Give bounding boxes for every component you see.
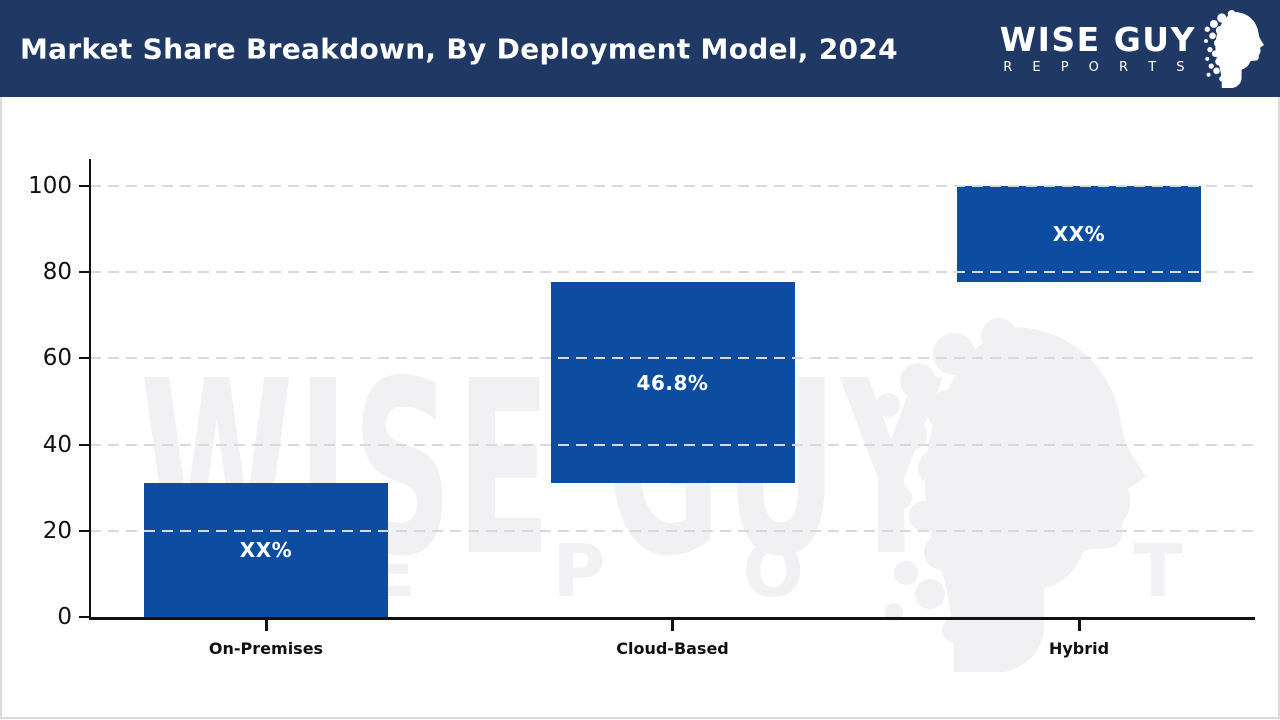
y-tick-40 (79, 443, 90, 446)
y-tick-label-0: 0 (57, 604, 72, 630)
y-tick-label-80: 80 (42, 259, 72, 286)
page-title: Market Share Breakdown, By Deployment Mo… (20, 32, 898, 65)
x-category-label-cloud-based: Cloud-Based (616, 639, 729, 658)
bar-hybrid: XX% (957, 186, 1201, 282)
y-tick-0 (79, 616, 90, 618)
x-tick-cloud-based (671, 620, 674, 631)
y-tick-80 (79, 271, 90, 274)
brand-face-icon (1203, 10, 1265, 88)
brand-text: WISE GUY R E P O R T S (1000, 23, 1196, 75)
brand-name: WISE GUY (999, 20, 1196, 59)
y-axis-line (89, 159, 91, 619)
bar-cloud-based: 46.8% (550, 281, 795, 484)
gridline-80 (90, 271, 1255, 274)
x-category-label-hybrid: Hybrid (1048, 639, 1110, 658)
plot-area: XX% 46.8% XX% 0 20 40 60 80 100 On-Premises Cloud-… (2, 97, 1278, 717)
x-category-label-on-premises: On-Premises (208, 639, 324, 658)
y-tick-60 (79, 357, 90, 360)
gridline-100 (90, 185, 1255, 187)
y-tick-label-100: 100 (28, 173, 72, 199)
header-band: Market Share Breakdown, By Deployment Mo… (0, 0, 1280, 97)
x-axis-line (89, 617, 1255, 620)
gridline-60 (90, 357, 1255, 360)
x-tick-hybrid (1077, 620, 1081, 631)
y-tick-label-40: 40 (42, 431, 72, 458)
gridline-20 (90, 529, 1255, 532)
bar-value-label: 46.8% (636, 370, 709, 395)
chart-area: WISE GUY R E P O R T S XX%46.8%XX%020406… (0, 97, 1280, 719)
bar-value-label: XX% (239, 538, 293, 563)
y-tick-20 (79, 529, 90, 532)
x-tick-on-premises (264, 620, 268, 631)
gridline-40 (90, 443, 1255, 446)
y-tick-label-20: 20 (42, 517, 72, 544)
brand-logo: WISE GUY R E P O R T S (1000, 6, 1268, 92)
y-tick-label-60: 60 (42, 345, 72, 372)
bar-on-premises: XX% (144, 483, 388, 617)
y-tick-100 (79, 185, 90, 187)
brand-tagline: R E P O R T S (1003, 60, 1193, 75)
bar-value-label: XX% (1052, 221, 1106, 246)
